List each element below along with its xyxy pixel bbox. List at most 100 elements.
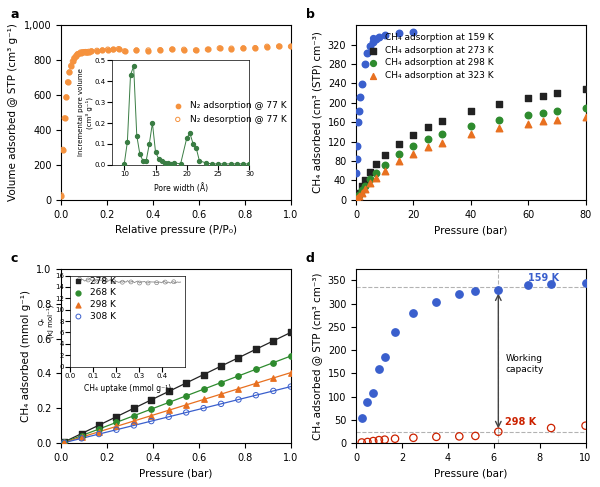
- 298 K: [146, 412, 156, 419]
- CH₄ adsorption at 323 K: [365, 180, 375, 187]
- Point: [523, 281, 533, 289]
- Point: [362, 438, 372, 446]
- 308 K: [251, 392, 261, 399]
- 278 K: [199, 371, 208, 378]
- N₂ desorption @ 77 K: [203, 46, 212, 54]
- Legend: 278 K, 268 K, 298 K, 308 K: 278 K, 268 K, 298 K, 308 K: [66, 273, 120, 324]
- CH₄ adsorption at 298 K: [357, 187, 367, 194]
- N₂ adsorption @ 77 K: [63, 78, 73, 86]
- CH₄ adsorption at 273 K: [360, 177, 370, 185]
- N₂ adsorption @ 77 K: [66, 62, 76, 70]
- 278 K: [129, 404, 139, 412]
- 298 K: [199, 395, 208, 403]
- CH₄ adsorption at 273 K: [538, 92, 547, 99]
- Point: [368, 437, 378, 445]
- CH₄ adsorption at 273 K: [380, 151, 389, 159]
- 278 K: [286, 329, 296, 337]
- N₂ desorption @ 77 K: [86, 47, 96, 55]
- CH₄ adsorption at 323 K: [354, 192, 364, 200]
- Point: [547, 280, 556, 288]
- N₂ desorption @ 77 K: [63, 78, 73, 86]
- Point: [494, 286, 503, 294]
- N₂ desorption @ 77 K: [74, 50, 84, 57]
- N₂ adsorption @ 77 K: [61, 93, 71, 100]
- CH₄ adsorption at 298 K: [437, 130, 447, 138]
- CH₄ adsorption at 273 K: [437, 117, 447, 125]
- N₂ adsorption @ 77 K: [250, 44, 260, 52]
- 308 K: [199, 404, 208, 412]
- N₂ desorption @ 77 K: [191, 46, 200, 54]
- 298 K: [251, 379, 261, 387]
- 278 K: [77, 430, 86, 437]
- Legend: N₂ adsorption @ 77 K, N₂ desorption @ 77 K: N₂ adsorption @ 77 K, N₂ desorption @ 77…: [169, 101, 286, 124]
- CH₄ adsorption at 298 K: [423, 135, 433, 143]
- N₂ adsorption @ 77 K: [215, 44, 224, 52]
- CH₄ adsorption at 159 K: [360, 60, 370, 68]
- Point: [581, 279, 590, 287]
- 268 K: [251, 365, 261, 373]
- CH₄ adsorption at 323 K: [371, 174, 381, 182]
- 308 K: [181, 409, 191, 416]
- 278 K: [181, 379, 191, 387]
- N₂ desorption @ 77 K: [60, 114, 70, 122]
- N₂ desorption @ 77 K: [70, 54, 79, 62]
- CH₄ adsorption at 298 K: [394, 150, 404, 158]
- CH₄ adsorption at 298 K: [552, 107, 562, 115]
- CH₄ adsorption at 298 K: [409, 143, 418, 150]
- CH₄ adsorption at 159 K: [368, 38, 378, 46]
- N₂ adsorption @ 77 K: [56, 192, 66, 200]
- CH₄ adsorption at 159 K: [354, 107, 364, 115]
- N₂ adsorption @ 77 K: [179, 46, 189, 54]
- CH₄ adsorption at 298 K: [581, 104, 590, 112]
- 298 K: [94, 428, 104, 436]
- N₂ adsorption @ 77 K: [58, 146, 68, 153]
- N₂ desorption @ 77 K: [82, 49, 92, 56]
- CH₄ adsorption at 323 K: [437, 139, 447, 147]
- N₂ desorption @ 77 K: [76, 48, 86, 56]
- CH₄ adsorption at 298 K: [365, 175, 375, 183]
- Point: [454, 290, 464, 298]
- N₂ adsorption @ 77 K: [73, 51, 82, 58]
- CH₄ adsorption at 323 K: [552, 116, 562, 124]
- N₂ desorption @ 77 K: [61, 94, 71, 101]
- CH₄ adsorption at 323 K: [538, 117, 547, 125]
- N₂ desorption @ 77 K: [274, 42, 284, 50]
- Legend: CH₄ adsorption at 159 K, CH₄ adsorption at 273 K, CH₄ adsorption at 298 K, CH₄ a: CH₄ adsorption at 159 K, CH₄ adsorption …: [361, 30, 497, 84]
- N₂ desorption @ 77 K: [81, 48, 91, 56]
- N₂ adsorption @ 77 K: [65, 68, 74, 76]
- Point: [390, 328, 400, 336]
- N₂ desorption @ 77 K: [92, 47, 102, 55]
- N₂ adsorption @ 77 K: [81, 48, 91, 56]
- Text: Working
capacity: Working capacity: [505, 355, 544, 374]
- CH₄ adsorption at 159 K: [352, 169, 361, 177]
- N₂ desorption @ 77 K: [79, 48, 89, 56]
- N₂ adsorption @ 77 K: [92, 47, 102, 55]
- Text: a: a: [11, 8, 19, 21]
- N₂ desorption @ 77 K: [109, 46, 118, 54]
- CH₄ adsorption at 298 K: [371, 169, 381, 177]
- Point: [494, 428, 503, 436]
- 278 K: [146, 396, 156, 404]
- CH₄ adsorption at 298 K: [523, 111, 533, 119]
- CH₄ adsorption at 273 K: [354, 188, 364, 196]
- CH₄ adsorption at 159 K: [409, 29, 418, 37]
- CH₄ adsorption at 273 K: [394, 140, 404, 148]
- Point: [409, 309, 418, 317]
- CH₄ adsorption at 159 K: [371, 35, 381, 43]
- 298 K: [59, 439, 69, 447]
- N₂ adsorption @ 77 K: [274, 42, 284, 50]
- CH₄ adsorption at 323 K: [494, 124, 504, 132]
- N₂ desorption @ 77 K: [84, 48, 94, 56]
- CH₄ adsorption at 273 K: [365, 168, 375, 176]
- N₂ desorption @ 77 K: [143, 46, 153, 54]
- 308 K: [164, 413, 173, 421]
- Point: [431, 299, 441, 306]
- N₂ adsorption @ 77 K: [109, 45, 118, 53]
- X-axis label: Relative pressure (P/P₀): Relative pressure (P/P₀): [115, 225, 237, 235]
- Point: [431, 433, 441, 441]
- N₂ adsorption @ 77 K: [286, 42, 296, 50]
- 308 K: [112, 426, 121, 433]
- CH₄ adsorption at 159 K: [357, 80, 367, 88]
- N₂ desorption @ 77 K: [68, 57, 77, 65]
- 298 K: [181, 401, 191, 409]
